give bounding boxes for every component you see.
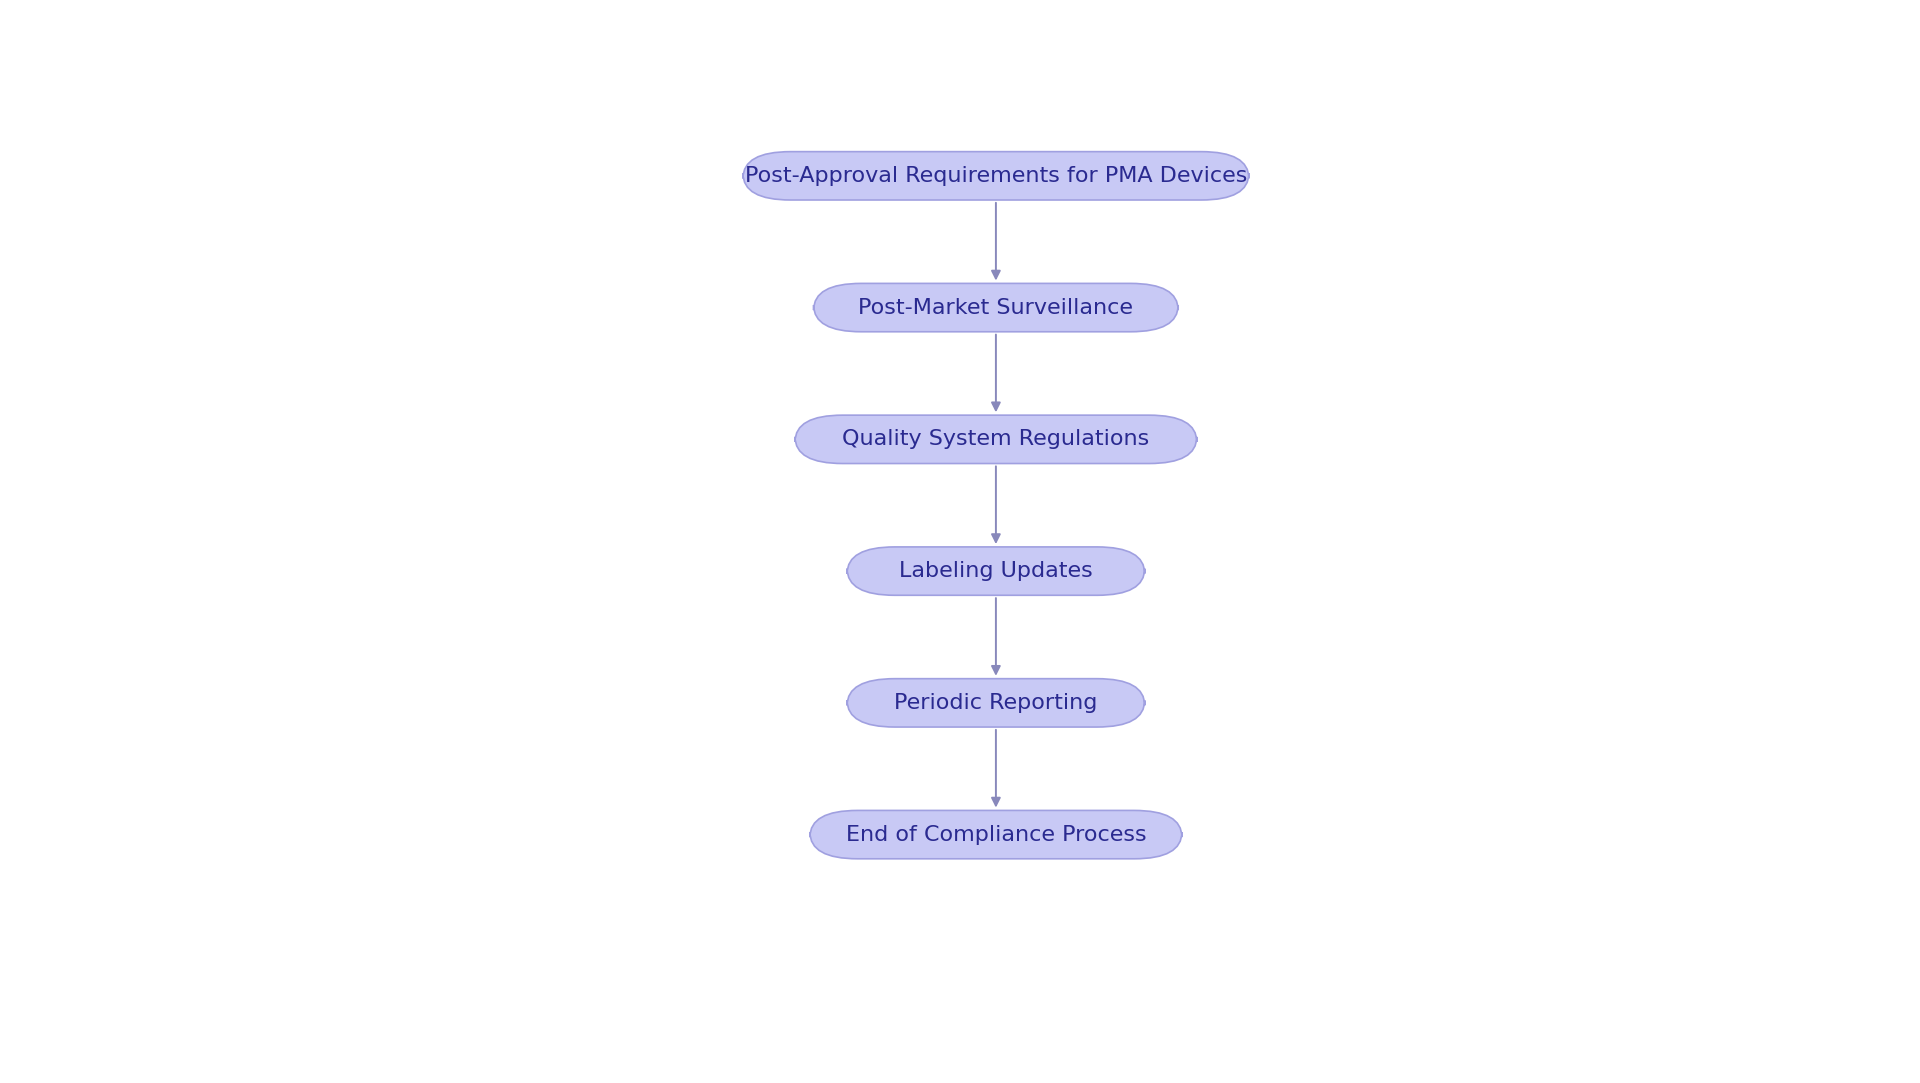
FancyBboxPatch shape [743,152,1248,200]
FancyBboxPatch shape [795,415,1196,464]
FancyBboxPatch shape [810,810,1183,859]
FancyBboxPatch shape [847,679,1144,727]
Text: Post-Market Surveillance: Post-Market Surveillance [858,298,1133,317]
Text: End of Compliance Process: End of Compliance Process [845,824,1146,845]
FancyBboxPatch shape [814,284,1179,331]
Text: Post-Approval Requirements for PMA Devices: Post-Approval Requirements for PMA Devic… [745,166,1248,186]
FancyBboxPatch shape [847,547,1144,596]
Text: Labeling Updates: Labeling Updates [899,561,1092,582]
Text: Periodic Reporting: Periodic Reporting [895,693,1098,713]
Text: Quality System Regulations: Quality System Regulations [843,429,1150,449]
